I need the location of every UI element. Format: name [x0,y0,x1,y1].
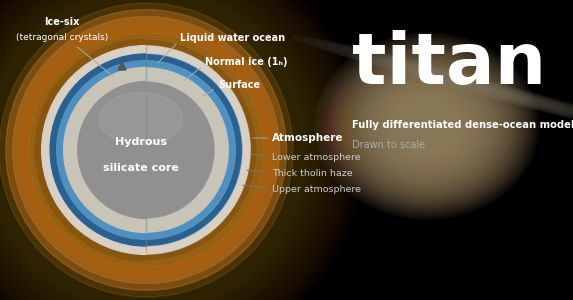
Ellipse shape [20,24,272,276]
Ellipse shape [407,109,447,143]
Ellipse shape [375,58,564,110]
Ellipse shape [387,92,467,160]
Ellipse shape [458,81,482,87]
Ellipse shape [64,68,229,232]
Text: Normal ice (1ₕ): Normal ice (1ₕ) [205,57,288,67]
Text: (tetragonal crystals): (tetragonal crystals) [16,32,108,41]
Ellipse shape [411,113,442,139]
Ellipse shape [422,122,431,130]
Ellipse shape [380,87,474,165]
Ellipse shape [418,118,436,134]
Wedge shape [146,39,257,261]
Ellipse shape [398,102,456,150]
Ellipse shape [99,93,183,145]
Ellipse shape [387,61,552,106]
Ellipse shape [328,46,573,122]
Ellipse shape [50,54,242,246]
Text: Surface: Surface [218,80,260,90]
Text: Drawn to scale: Drawn to scale [352,140,425,150]
Ellipse shape [352,52,573,116]
Ellipse shape [405,107,449,145]
Ellipse shape [391,96,462,156]
Ellipse shape [402,106,452,146]
Ellipse shape [414,115,440,137]
Ellipse shape [42,46,250,254]
Text: Upper atmosphere: Upper atmosphere [272,184,361,194]
Ellipse shape [378,85,476,167]
Ellipse shape [304,39,573,129]
Ellipse shape [13,16,280,283]
Wedge shape [146,54,242,246]
Wedge shape [146,68,229,232]
Wedge shape [146,61,236,239]
Ellipse shape [382,89,472,163]
Ellipse shape [29,33,263,267]
Ellipse shape [35,39,257,261]
Wedge shape [146,82,214,218]
Ellipse shape [393,98,461,154]
Ellipse shape [400,104,454,148]
Wedge shape [146,46,250,254]
Ellipse shape [425,124,429,128]
Ellipse shape [434,74,505,94]
Ellipse shape [389,94,465,158]
Ellipse shape [57,61,236,239]
Text: Hydrous: Hydrous [115,137,167,147]
Text: Fully differentiated dense-ocean model: Fully differentiated dense-ocean model [352,120,573,130]
Ellipse shape [6,10,286,290]
Ellipse shape [78,82,214,218]
Ellipse shape [423,71,517,97]
Polygon shape [118,62,126,70]
Text: Atmosphere: Atmosphere [272,133,343,143]
Ellipse shape [411,68,529,100]
Ellipse shape [446,78,493,90]
Text: Liquid water ocean: Liquid water ocean [180,33,285,43]
Ellipse shape [409,111,445,141]
Ellipse shape [364,55,573,113]
Text: Thick tholin haze: Thick tholin haze [272,169,352,178]
Ellipse shape [399,65,541,103]
Text: Ice-six: Ice-six [44,17,80,27]
Text: silicate core: silicate core [103,163,179,173]
Ellipse shape [316,42,573,126]
Ellipse shape [395,100,458,152]
Text: Lower atmosphere: Lower atmosphere [272,152,360,161]
Ellipse shape [0,3,293,297]
Ellipse shape [340,49,573,119]
Ellipse shape [420,120,434,132]
Ellipse shape [293,36,573,132]
Text: titan: titan [352,30,546,99]
Ellipse shape [384,91,469,161]
Ellipse shape [416,117,438,135]
